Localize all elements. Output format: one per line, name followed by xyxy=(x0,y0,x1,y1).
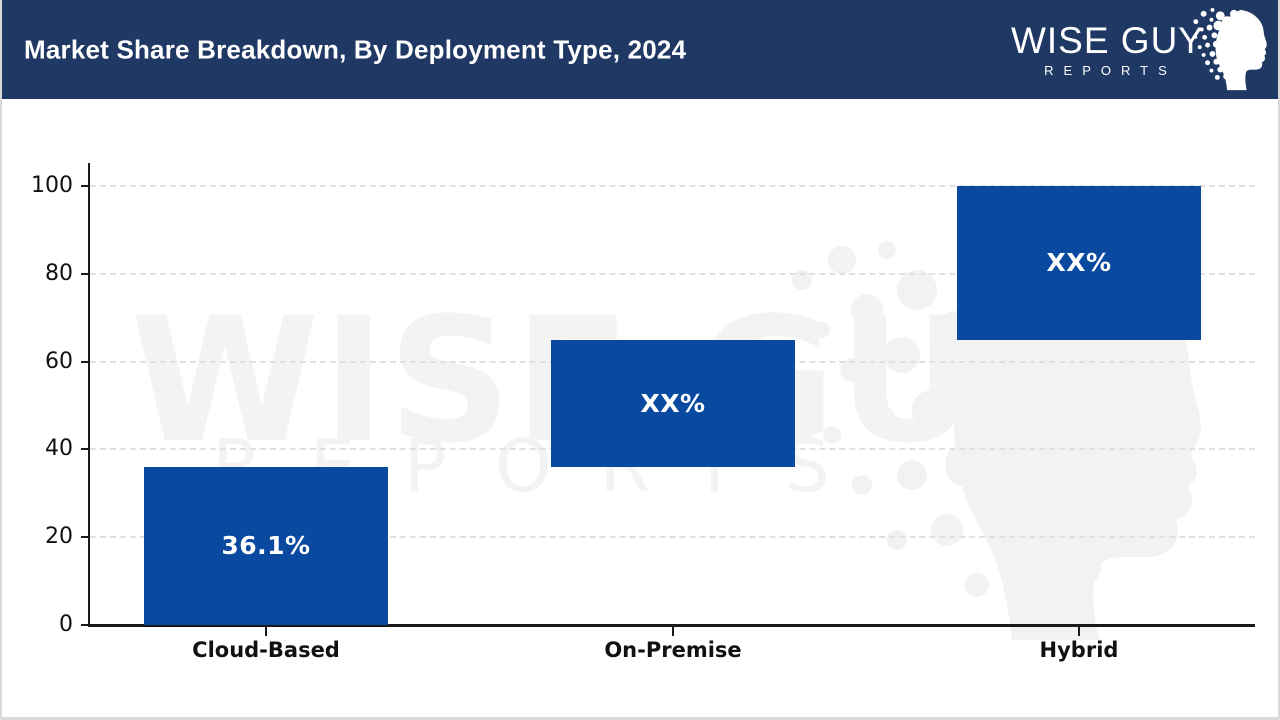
xtick-mark xyxy=(1078,627,1080,636)
xtick-mark xyxy=(672,627,674,636)
chart-title: Market Share Breakdown, By Deployment Ty… xyxy=(24,34,687,64)
xtick-mark xyxy=(265,627,267,636)
ytick-label: 40 xyxy=(45,436,73,462)
ytick-mark xyxy=(81,536,90,539)
brand-name: WISE GUY xyxy=(1010,20,1204,61)
header: Market Share Breakdown, By Deployment Ty… xyxy=(2,0,1278,99)
ytick-label: 0 xyxy=(59,612,73,637)
category-label: Cloud-Based xyxy=(192,638,340,662)
brand-logo-text: WISE GUY REPORTS xyxy=(1011,22,1204,78)
category-label: On-Premise xyxy=(604,638,742,662)
brand-subtitle: REPORTS xyxy=(1044,63,1177,78)
x-axis-line xyxy=(88,624,1255,627)
brand-face-icon xyxy=(1193,7,1267,91)
brand-logo: WISE GUY REPORTS xyxy=(1011,0,1272,99)
bar-segment: XX% xyxy=(551,339,795,467)
y-axis-line xyxy=(88,163,90,627)
category-label: Hybrid xyxy=(1039,638,1119,662)
bar-value-label: XX% xyxy=(640,388,706,418)
gridline xyxy=(90,272,1255,275)
ytick-mark xyxy=(81,185,90,187)
ytick-mark xyxy=(81,272,90,275)
bar-value-label: XX% xyxy=(1046,248,1112,278)
ytick-mark xyxy=(81,624,90,626)
ytick-mark xyxy=(81,448,90,451)
ytick-label: 100 xyxy=(31,173,73,198)
bar-value-label: 36.1% xyxy=(221,531,311,561)
ytick-label: 60 xyxy=(45,348,73,374)
ytick-label: 80 xyxy=(45,260,73,286)
ytick-mark xyxy=(81,360,90,363)
bar-segment: XX% xyxy=(957,186,1201,340)
ytick-label: 20 xyxy=(45,524,73,550)
gridline xyxy=(90,185,1255,187)
gridline xyxy=(90,536,1255,539)
bar-segment: 36.1% xyxy=(144,466,388,625)
